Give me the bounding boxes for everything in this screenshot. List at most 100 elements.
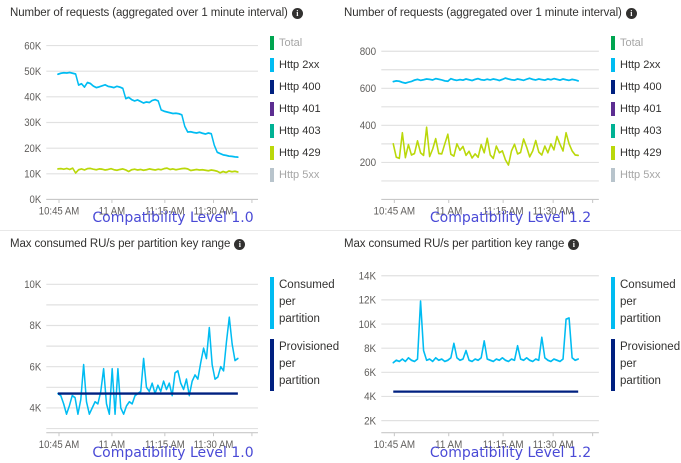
x-axis-tick-label: 11 AM — [435, 205, 462, 218]
legend-item[interactable]: Http 403 — [611, 120, 677, 142]
panel-caption: Compatibility Level 1.2 — [429, 445, 592, 461]
chart-legend: Consumed per partition Provisioned per pa… — [603, 259, 681, 463]
plot-area: 200 400 600 800 10:45 AM 11 AM 11:15 AM 11:30 A… — [344, 28, 603, 230]
chart-title-text: Number of requests (aggregated over 1 mi… — [344, 7, 622, 19]
legend-item-label: Provisioned per partition — [620, 341, 681, 387]
legend-item-label: Total — [620, 37, 644, 49]
chart-legend: Consumed per partition Provisioned per pa… — [262, 259, 340, 463]
plot-wrapper: 4K 6K 8K 10K 10:45 AM 11 AM 11:15 AM 11:30 AM C… — [10, 259, 340, 463]
legend-item[interactable]: Http 5xx — [270, 164, 336, 186]
legend-color-swatch — [270, 58, 274, 72]
y-axis-tick-label: 6K — [30, 362, 42, 374]
y-axis-tick-label: 8K — [364, 343, 376, 355]
legend-item-label: Http 401 — [279, 103, 321, 115]
legend-item[interactable]: Http 2xx — [611, 54, 677, 76]
info-icon[interactable]: i — [625, 7, 637, 19]
x-axis-tick-label: 11:15 AM — [145, 439, 185, 451]
plot-wrapper: 2K 4K 6K 8K 10K 12K 14K 10:45 AM 11 AM 11:15 AM 11… — [344, 259, 681, 463]
legend-item-label: Http 403 — [620, 125, 662, 137]
legend-item[interactable]: Http 2xx — [270, 54, 336, 76]
y-axis-tick-label: 14K — [359, 271, 377, 283]
x-axis-tick-label: 11 AM — [99, 206, 125, 218]
legend-item[interactable]: Provisioned per partition — [611, 339, 681, 391]
chart-title: Number of requests (aggregated over 1 mi… — [10, 6, 336, 20]
x-axis-tick-label: 10:45 AM — [39, 439, 79, 451]
chart-title-text: Max consumed RU/s per partition key rang… — [10, 238, 231, 250]
legend-item-label: Http 2xx — [279, 59, 320, 71]
legend-color-swatch — [611, 124, 615, 138]
legend-item-label: Http 403 — [279, 125, 321, 137]
chart-legend: Total Http 2xx Http 400 Http 401 Http 403 Htt… — [262, 28, 336, 230]
x-axis-tick-label: 11:30 AM — [194, 439, 234, 451]
legend-item[interactable]: Http 429 — [270, 142, 336, 164]
chart-legend: Total Http 2xx Http 400 Http 401 Http 403 Htt… — [603, 28, 677, 230]
series-line — [57, 167, 239, 174]
legend-item[interactable]: Http 400 — [270, 76, 336, 98]
panel-ru-v12: Max consumed RU/s per partition key rang… — [340, 230, 681, 463]
series-line — [57, 316, 239, 416]
x-axis-tick-label: 10:45 AM — [374, 439, 416, 451]
legend-color-swatch — [611, 102, 615, 116]
y-axis-tick-label: 400 — [360, 120, 377, 133]
y-axis-tick-label: 12K — [359, 295, 377, 307]
legend-color-swatch — [270, 146, 274, 160]
y-axis-tick-label: 8K — [30, 321, 42, 333]
legend-color-swatch — [611, 339, 615, 391]
legend-color-swatch — [611, 277, 615, 329]
panel-requests-v12: Number of requests (aggregated over 1 mi… — [340, 0, 681, 230]
plot-wrapper: 0K 10K 20K 30K 40K 50K 60K 10:45 AM 11 AM 11:15 A… — [10, 28, 336, 230]
legend-color-swatch — [611, 36, 615, 50]
plot-wrapper: 200 400 600 800 10:45 AM 11 AM 11:15 AM 11:30 A… — [344, 28, 677, 230]
y-axis-tick-label: 40K — [24, 92, 41, 104]
legend-item-label: Http 429 — [279, 147, 321, 159]
legend-color-swatch — [270, 36, 274, 50]
legend-color-swatch — [270, 80, 274, 94]
series-line — [57, 71, 239, 159]
x-axis-tick-label: 11:30 AM — [533, 439, 574, 451]
legend-item[interactable]: Provisioned per partition — [270, 339, 340, 391]
info-icon[interactable]: i — [568, 238, 580, 250]
y-axis-tick-label: 10K — [24, 279, 41, 291]
legend-color-swatch — [270, 124, 274, 138]
y-axis-tick-label: 600 — [360, 83, 377, 96]
legend-item[interactable]: Consumed per partition — [611, 277, 677, 329]
chart-title: Max consumed RU/s per partition key rang… — [344, 237, 677, 251]
chart-title: Number of requests (aggregated over 1 mi… — [344, 6, 677, 20]
legend-item[interactable]: Consumed per partition — [270, 277, 336, 329]
legend-item[interactable]: Http 401 — [270, 98, 336, 120]
chart-title-text: Max consumed RU/s per partition key rang… — [344, 238, 565, 250]
series-line — [392, 126, 579, 166]
chart-title-text: Number of requests (aggregated over 1 mi… — [10, 7, 288, 19]
legend-item-label: Http 2xx — [620, 59, 661, 71]
legend-item-label: Http 5xx — [620, 169, 661, 181]
legend-color-swatch — [611, 80, 615, 94]
legend-item-label: Consumed per partition — [279, 279, 335, 325]
legend-color-swatch — [270, 277, 274, 329]
legend-item-label: Http 5xx — [279, 169, 320, 181]
y-axis-tick-label: 6K — [364, 368, 376, 380]
legend-item[interactable]: Http 401 — [611, 98, 677, 120]
legend-item[interactable]: Http 5xx — [611, 164, 677, 186]
x-axis-tick-label: 11:30 AM — [194, 206, 234, 218]
x-axis-tick-label: 11 AM — [435, 439, 462, 451]
panel-caption: Compatibility Level 1.0 — [92, 445, 254, 461]
plot-area: 2K 4K 6K 8K 10K 12K 14K 10:45 AM 11 AM 11:15 AM 11… — [344, 259, 603, 463]
y-axis-tick-label: 200 — [360, 157, 377, 170]
legend-item[interactable]: Http 403 — [270, 120, 336, 142]
legend-item-label: Http 401 — [620, 103, 662, 115]
info-icon[interactable]: i — [234, 238, 246, 250]
panel-caption: Compatibility Level 1.0 — [92, 210, 254, 226]
y-axis-tick-label: 60K — [24, 41, 41, 53]
x-axis-tick-label: 11:30 AM — [533, 205, 574, 218]
legend-item[interactable]: Http 429 — [611, 142, 677, 164]
y-axis-tick-label: 800 — [360, 45, 377, 58]
legend-item[interactable]: Total — [611, 32, 677, 54]
info-icon[interactable]: i — [291, 7, 303, 19]
legend-color-swatch — [270, 102, 274, 116]
legend-item[interactable]: Total — [270, 32, 336, 54]
plot-area: 4K 6K 8K 10K 10:45 AM 11 AM 11:15 AM 11:30 AM — [10, 259, 262, 463]
plot-area: 0K 10K 20K 30K 40K 50K 60K 10:45 AM 11 AM 11:15 A… — [10, 28, 262, 230]
line-chart-canvas: 4K 6K 8K 10K 10:45 AM 11 AM 11:15 AM 11:30 AM — [24, 279, 258, 451]
legend-item[interactable]: Http 400 — [611, 76, 677, 98]
legend-item-label: Provisioned per partition — [279, 341, 340, 387]
